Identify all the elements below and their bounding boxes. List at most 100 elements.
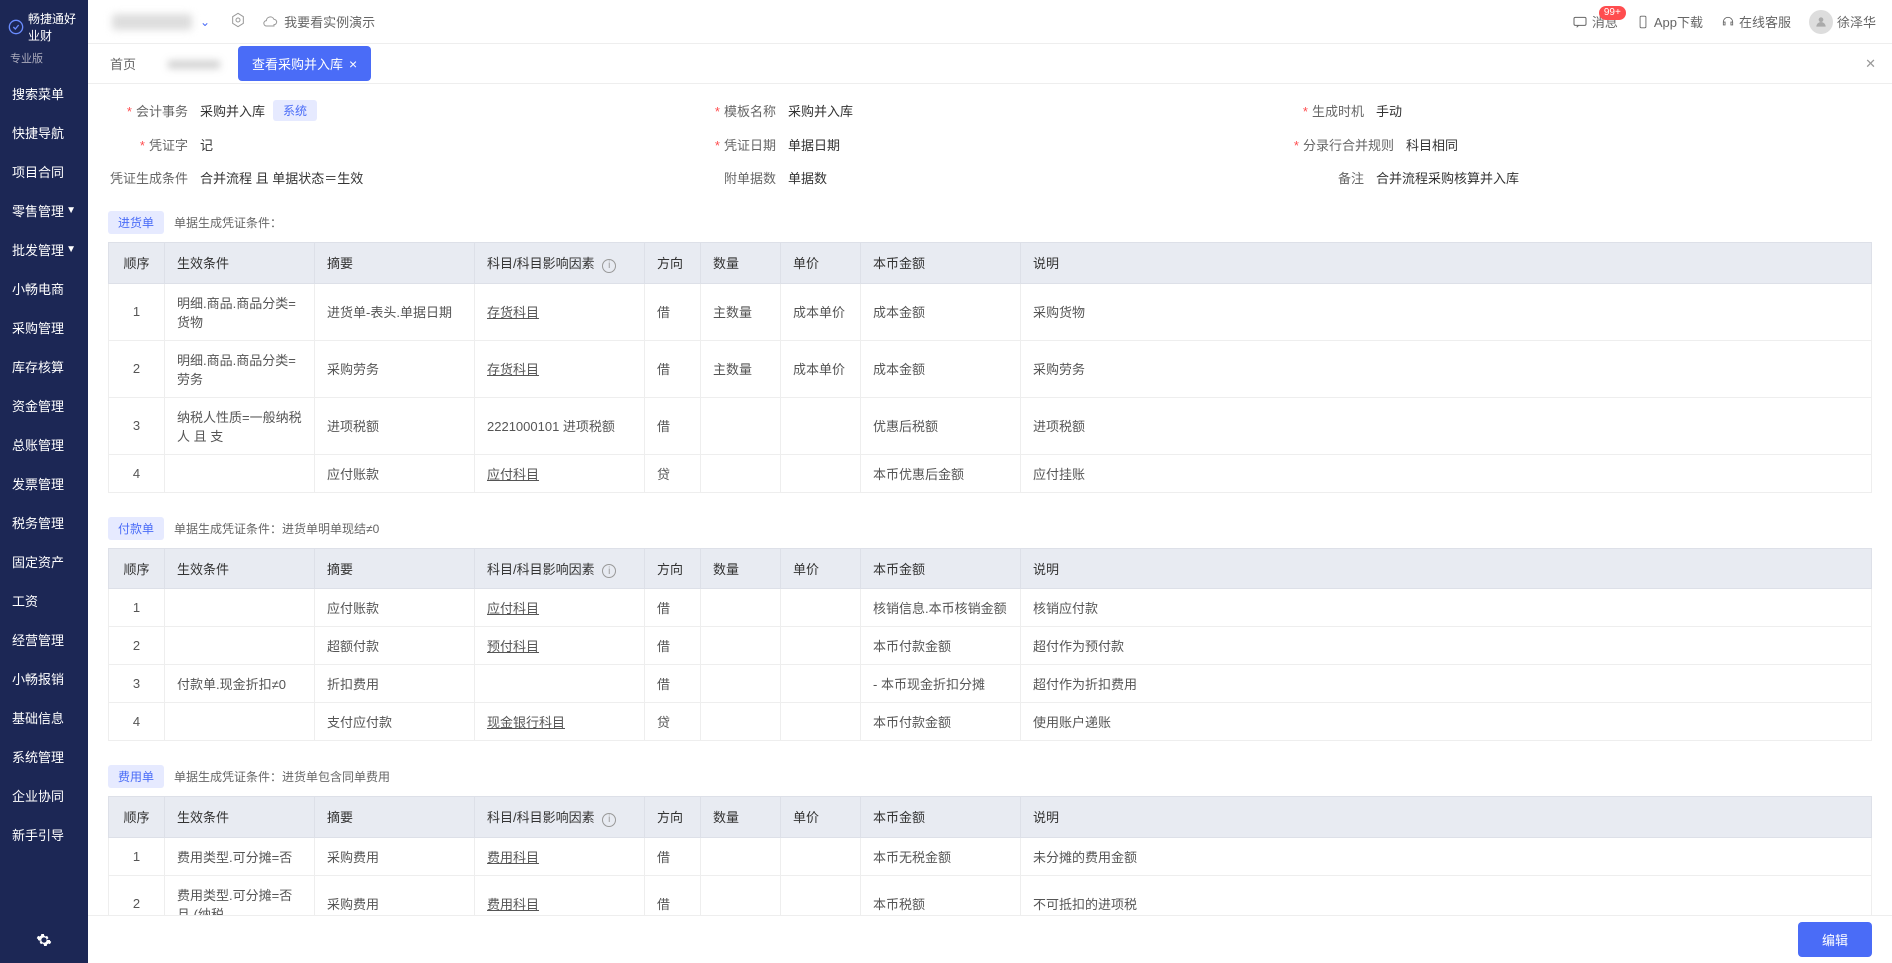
- sidebar: 畅捷通好业财 专业版 搜索菜单快捷导航项目合同零售管理▼批发管理▼小畅电商采购管…: [0, 0, 88, 963]
- tab-blurred[interactable]: xxxxxxxx: [154, 48, 234, 79]
- col-desc: 说明: [1021, 548, 1872, 589]
- sidebar-item-3[interactable]: 零售管理▼: [0, 191, 88, 230]
- cell[interactable]: 应付科目: [475, 589, 645, 627]
- cell: 成本金额: [861, 340, 1021, 397]
- sidebar-item-5[interactable]: 小畅电商: [0, 269, 88, 308]
- demo-link[interactable]: 我要看实例演示: [262, 12, 375, 31]
- sidebar-item-18[interactable]: 企业协同: [0, 776, 88, 815]
- section-badge: 进货单: [108, 211, 164, 234]
- subject-link[interactable]: 费用科目: [487, 897, 539, 912]
- sidebar-item-8[interactable]: 资金管理: [0, 386, 88, 425]
- sidebar-item-4[interactable]: 批发管理▼: [0, 230, 88, 269]
- sidebar-item-11[interactable]: 税务管理: [0, 503, 88, 542]
- cell: [701, 837, 781, 875]
- section-badge: 费用单: [108, 765, 164, 788]
- edit-button[interactable]: 编辑: [1798, 922, 1872, 957]
- table-row: 1费用类型.可分摊=否采购费用费用科目借本币无税金额未分摊的费用金额: [109, 837, 1872, 875]
- footer: 编辑: [88, 915, 1892, 963]
- cell[interactable]: 存货科目: [475, 340, 645, 397]
- subject-link[interactable]: 应付科目: [487, 601, 539, 616]
- cell: 借: [645, 397, 701, 454]
- settings-icon[interactable]: [230, 12, 246, 31]
- value-merge-rule: 科目相同: [1406, 135, 1458, 154]
- gear-icon: [36, 932, 52, 948]
- cell: 贷: [645, 454, 701, 492]
- cell: 1: [109, 589, 165, 627]
- sidebar-item-0[interactable]: 搜索菜单: [0, 74, 88, 113]
- info-icon[interactable]: i: [602, 564, 616, 578]
- sidebar-item-label: 搜索菜单: [12, 84, 64, 103]
- sidebar-item-17[interactable]: 系统管理: [0, 737, 88, 776]
- user-menu[interactable]: 徐泽华: [1809, 10, 1876, 34]
- label-remark: 备注: [1284, 168, 1364, 187]
- online-service[interactable]: 在线客服: [1721, 12, 1791, 31]
- value-voucher-word: 记: [200, 135, 213, 154]
- col-desc: 说明: [1021, 797, 1872, 838]
- subject-link[interactable]: 预付科目: [487, 639, 539, 654]
- label-gen: 生成时机: [1284, 101, 1364, 120]
- cell: 主数量: [701, 283, 781, 340]
- sidebar-item-6[interactable]: 采购管理: [0, 308, 88, 347]
- sidebar-item-12[interactable]: 固定资产: [0, 542, 88, 581]
- cell[interactable]: 现金银行科目: [475, 703, 645, 741]
- sidebar-item-2[interactable]: 项目合同: [0, 152, 88, 191]
- cell: 采购货物: [1021, 283, 1872, 340]
- col-cond: 生效条件: [165, 797, 315, 838]
- sidebar-item-1[interactable]: 快捷导航: [0, 113, 88, 152]
- cell: [165, 627, 315, 665]
- cell: [701, 665, 781, 703]
- info-icon[interactable]: i: [602, 813, 616, 827]
- topbar: ⌄ 我要看实例演示 消息 99+ App下载: [88, 0, 1892, 44]
- cell: 进项税额: [315, 397, 475, 454]
- info-icon[interactable]: i: [602, 259, 616, 273]
- sidebar-item-14[interactable]: 经营管理: [0, 620, 88, 659]
- col-cond: 生效条件: [165, 548, 315, 589]
- messages[interactable]: 消息 99+: [1572, 12, 1618, 31]
- cell: [165, 589, 315, 627]
- tabs-close-all[interactable]: ✕: [1857, 52, 1884, 76]
- table-row: 1明细.商品.商品分类=货物进货单-表头.单据日期存货科目借主数量成本单价成本金…: [109, 283, 1872, 340]
- sidebar-item-19[interactable]: 新手引导: [0, 815, 88, 854]
- user-name: 徐泽华: [1837, 12, 1876, 31]
- subject-link[interactable]: 存货科目: [487, 305, 539, 320]
- cell: 主数量: [701, 340, 781, 397]
- cell: [701, 627, 781, 665]
- messages-badge: 99+: [1599, 6, 1626, 20]
- sidebar-item-7[interactable]: 库存核算: [0, 347, 88, 386]
- cell[interactable]: 应付科目: [475, 454, 645, 492]
- close-icon[interactable]: ×: [349, 56, 357, 72]
- sidebar-item-16[interactable]: 基础信息: [0, 698, 88, 737]
- cell[interactable]: 费用科目: [475, 837, 645, 875]
- cell[interactable]: 预付科目: [475, 627, 645, 665]
- subject-link[interactable]: 存货科目: [487, 362, 539, 377]
- col-seq: 顺序: [109, 548, 165, 589]
- cell: 3: [109, 397, 165, 454]
- sidebar-item-9[interactable]: 总账管理: [0, 425, 88, 464]
- tab-active[interactable]: 查看采购并入库 ×: [238, 46, 371, 81]
- subject-link[interactable]: 应付科目: [487, 467, 539, 482]
- cell: [781, 627, 861, 665]
- sidebar-item-15[interactable]: 小畅报销: [0, 659, 88, 698]
- cell: [165, 454, 315, 492]
- cell: 核销应付款: [1021, 589, 1872, 627]
- sidebar-item-label: 税务管理: [12, 513, 64, 532]
- org-selector[interactable]: ⌄: [104, 10, 218, 34]
- tab-home[interactable]: 首页: [96, 46, 150, 81]
- sidebar-item-label: 批发管理: [12, 240, 64, 259]
- tab-active-label: 查看采购并入库: [252, 54, 343, 73]
- sidebar-item-label: 资金管理: [12, 396, 64, 415]
- sidebar-settings[interactable]: [0, 920, 88, 963]
- cell: 明细.商品.商品分类=劳务: [165, 340, 315, 397]
- cell[interactable]: 存货科目: [475, 283, 645, 340]
- cell: 本币优惠后金额: [861, 454, 1021, 492]
- subject-link[interactable]: 现金银行科目: [487, 715, 565, 730]
- sidebar-item-label: 系统管理: [12, 747, 64, 766]
- app-download[interactable]: App下载: [1636, 12, 1703, 31]
- sidebar-item-13[interactable]: 工资: [0, 581, 88, 620]
- cell: 应付账款: [315, 589, 475, 627]
- subject-link[interactable]: 费用科目: [487, 850, 539, 865]
- sidebar-item-10[interactable]: 发票管理: [0, 464, 88, 503]
- sidebar-item-label: 快捷导航: [12, 123, 64, 142]
- brand-name: 畅捷通好业财: [28, 10, 80, 44]
- cell: 1: [109, 837, 165, 875]
